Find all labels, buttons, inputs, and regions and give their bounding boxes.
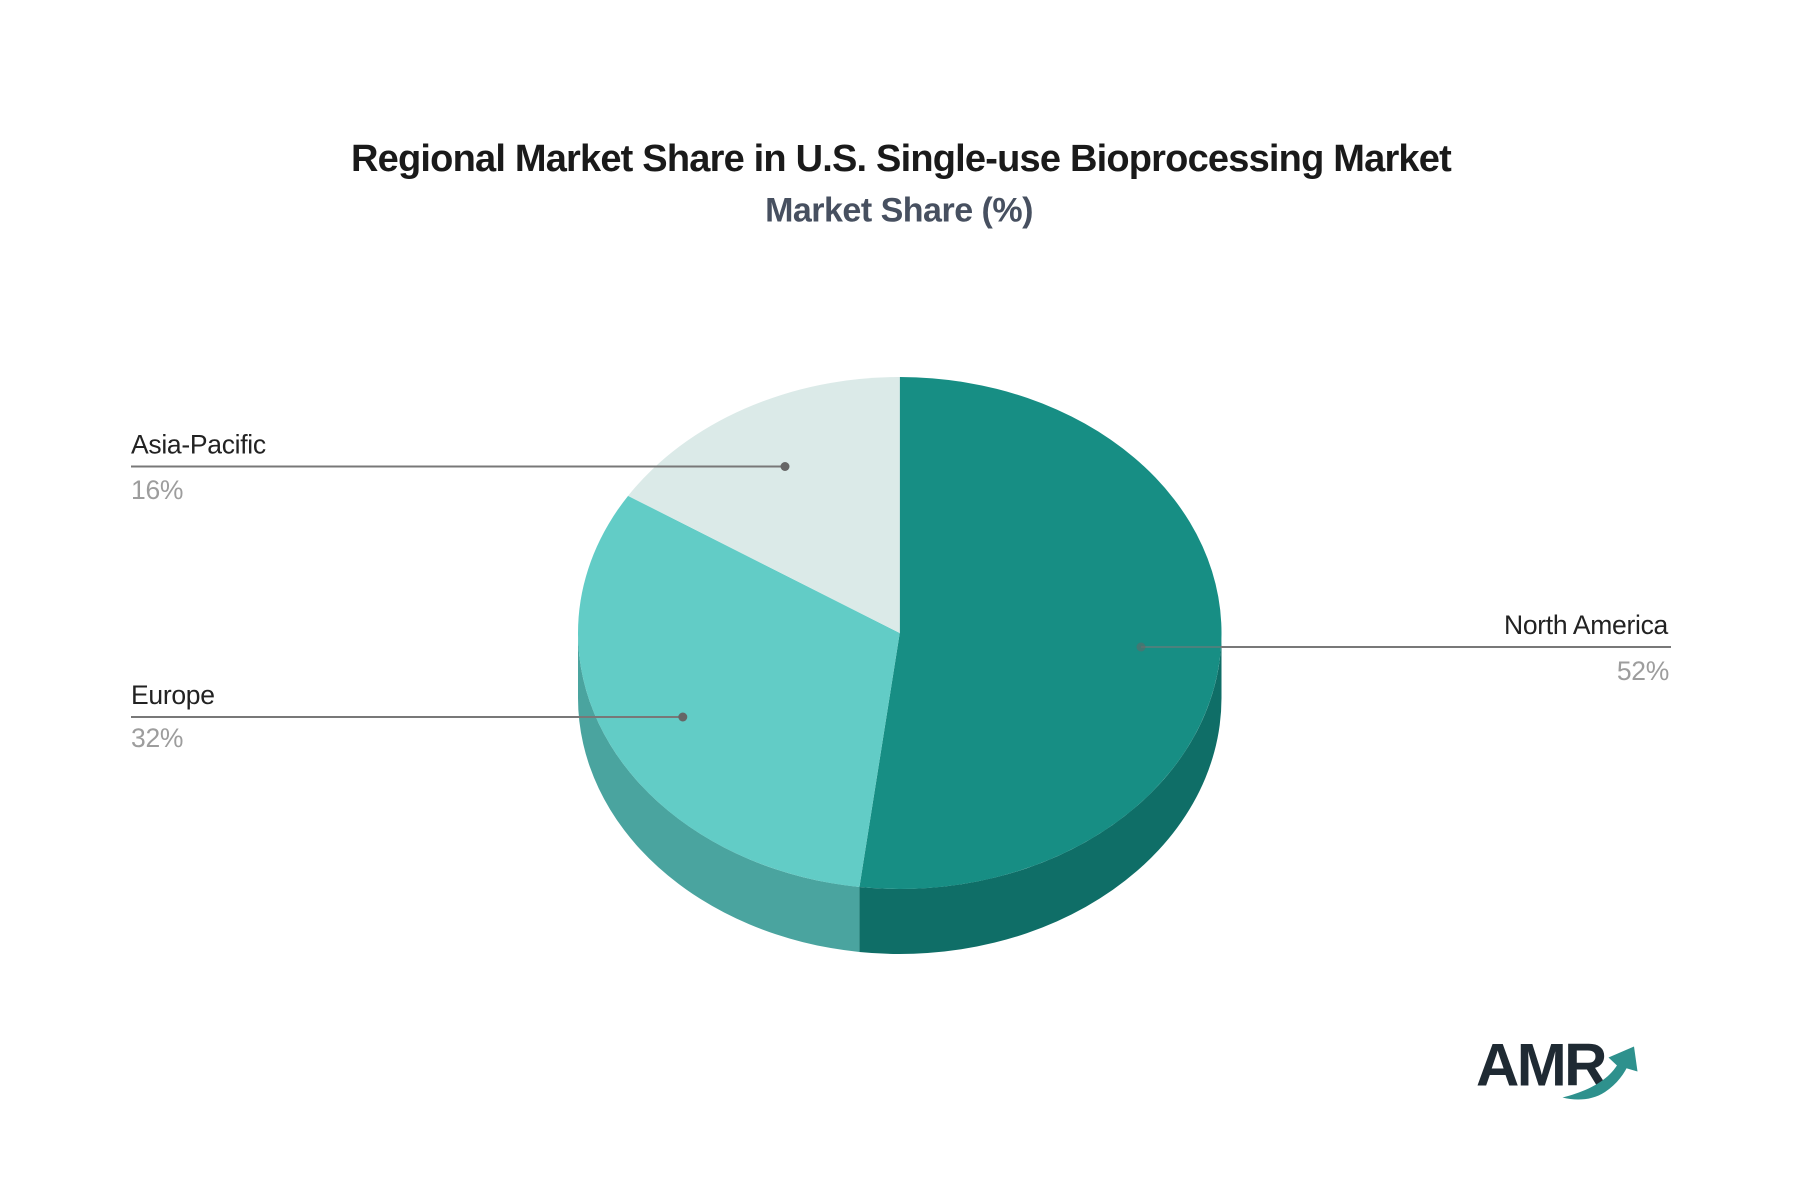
- svg-text:Europe: Europe: [131, 680, 215, 710]
- svg-text:AMR: AMR: [1476, 1032, 1607, 1099]
- svg-text:Asia-Pacific: Asia-Pacific: [131, 429, 266, 459]
- svg-text:Regional Market Share in U.S.: Regional Market Share in U.S. Single-use…: [351, 138, 1452, 180]
- svg-text:16%: 16%: [131, 475, 183, 505]
- svg-text:North America: North America: [1504, 610, 1669, 640]
- svg-text:Market Share (%): Market Share (%): [765, 192, 1033, 230]
- svg-text:32%: 32%: [131, 723, 183, 753]
- svg-text:52%: 52%: [1617, 656, 1669, 686]
